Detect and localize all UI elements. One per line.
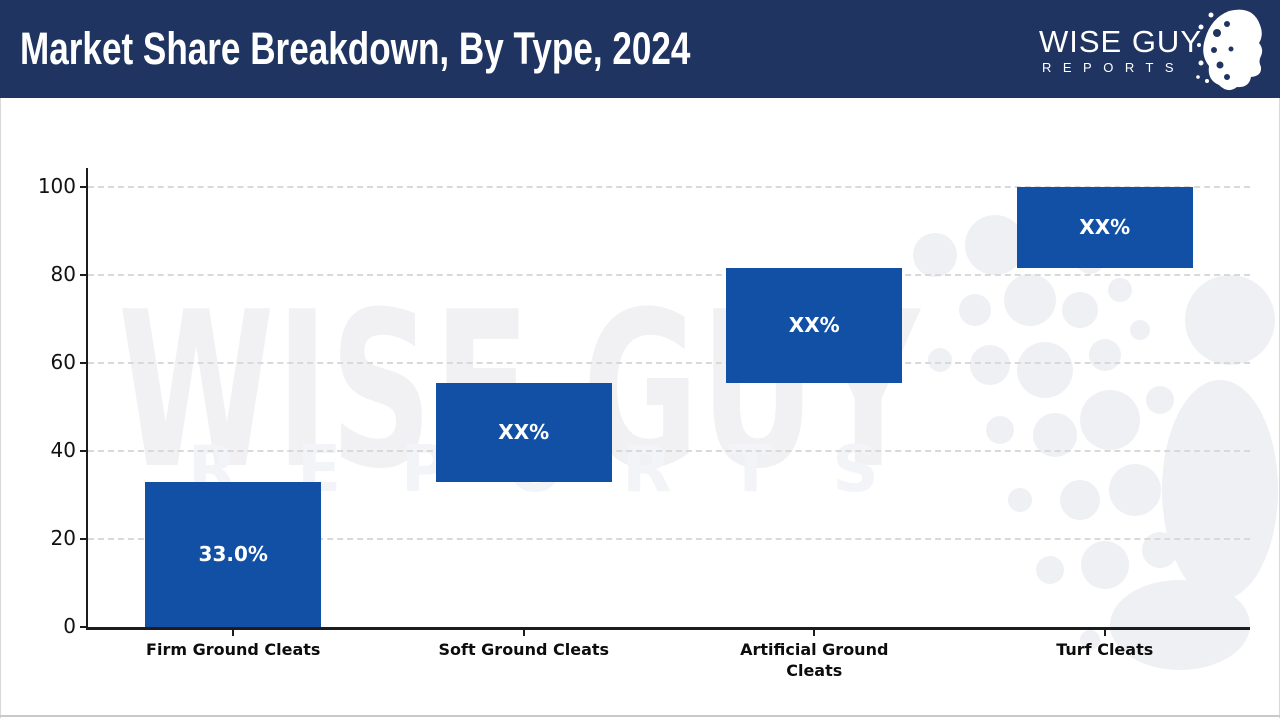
waterfall-bar: XX%	[435, 382, 612, 482]
gridline	[88, 186, 1250, 188]
footer-divider	[0, 715, 1280, 717]
gridline	[88, 274, 1250, 276]
x-axis-line	[86, 627, 1250, 630]
y-axis-tick-label: 80	[50, 262, 76, 286]
category-label: Artificial Ground Cleats	[740, 640, 889, 680]
page-title: Market Share Breakdown, By Type, 2024	[20, 23, 691, 74]
y-axis-tick-mark	[80, 274, 88, 276]
x-axis-tick-mark	[232, 630, 235, 636]
category-label: Soft Ground Cleats	[438, 640, 610, 659]
y-axis-tick-mark	[80, 626, 88, 628]
y-axis-tick-label: 100	[37, 174, 76, 198]
y-axis-tick-mark	[80, 362, 88, 364]
waterfall-bar: XX%	[726, 267, 903, 383]
bar-value-label: 33.0%	[198, 542, 268, 567]
category-label: Firm Ground Cleats	[146, 640, 321, 659]
gridline	[88, 450, 1250, 452]
y-axis-tick-mark	[80, 450, 88, 452]
y-axis-tick-label: 20	[50, 526, 76, 550]
x-axis-tick-mark	[522, 630, 525, 636]
x-axis-tick-mark	[813, 630, 816, 636]
gridline	[88, 538, 1250, 540]
bar-value-label: XX%	[498, 420, 550, 445]
y-axis-tick-label: 60	[50, 350, 76, 374]
header-bar: Market Share Breakdown, By Type, 2024 WI…	[0, 0, 1280, 98]
y-axis-tick-label: 0	[63, 614, 76, 638]
y-axis-tick-mark	[80, 186, 88, 188]
y-axis-tick-label: 40	[50, 438, 76, 462]
x-axis-tick-mark	[1103, 630, 1106, 636]
logo-head-icon	[1196, 9, 1263, 91]
waterfall-bar: XX%	[1016, 187, 1193, 268]
y-axis-tick-mark	[80, 538, 88, 540]
waterfall-bar: 33.0%	[145, 481, 322, 627]
wiseguy-logo: WISE GUY REPORTS	[1039, 4, 1268, 96]
gridline	[88, 362, 1250, 364]
logo-text: WISE GUY REPORTS	[1039, 26, 1202, 74]
bar-value-label: XX%	[1079, 215, 1131, 240]
y-axis-line	[86, 168, 88, 630]
logo-reports-label: REPORTS	[1041, 60, 1186, 75]
category-label: Turf Cleats	[1056, 640, 1154, 659]
logo-wiseguy-label: WISE GUY	[1038, 24, 1202, 59]
bar-value-label: XX%	[788, 313, 840, 338]
